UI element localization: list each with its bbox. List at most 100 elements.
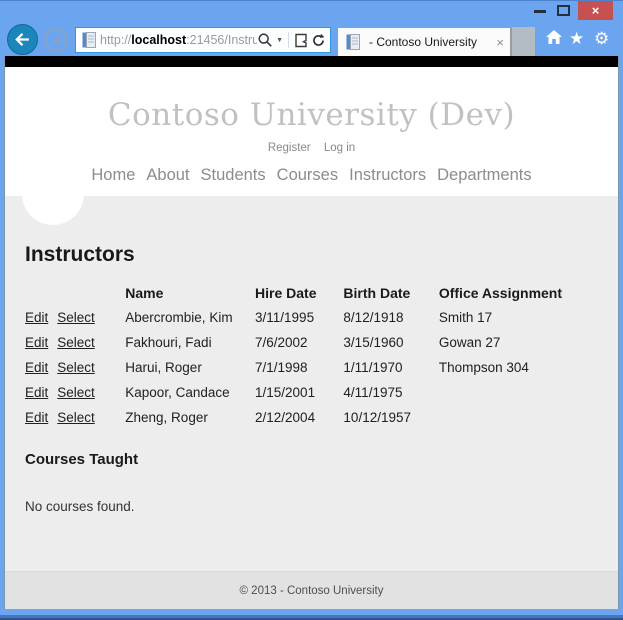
cell-office: Smith 17: [438, 310, 493, 325]
cell-birth-date: 4/11/1975: [343, 385, 403, 400]
select-link[interactable]: Select: [57, 410, 95, 425]
tab-title: - Contoso University: [369, 35, 478, 49]
minimize-button[interactable]: [534, 10, 546, 13]
no-courses-message: No courses found.: [25, 499, 135, 514]
table-row: Edit Select Harui, Roger 7/1/1998 1/11/19…: [25, 355, 598, 380]
nav-item-about[interactable]: About: [146, 166, 190, 184]
row-actions: Edit Select: [25, 330, 125, 355]
site-header: Contoso University (Dev) Register Log in…: [5, 67, 618, 196]
nav-item-instructors[interactable]: Instructors: [349, 166, 427, 184]
settings-gear-icon[interactable]: ⚙: [594, 29, 610, 48]
cell-office: [439, 380, 598, 405]
window-titlebar[interactable]: ×: [0, 1, 623, 23]
edit-link[interactable]: Edit: [25, 310, 49, 325]
page-title: Instructors: [25, 243, 135, 266]
copyright-text: © 2013 - Contoso University: [239, 584, 384, 597]
url-text[interactable]: http://localhost:21456/Instruc: [100, 33, 257, 47]
new-tab-button[interactable]: [512, 27, 535, 56]
select-link[interactable]: Select: [57, 335, 95, 350]
cell-name: Fakhouri, Fadi: [125, 335, 212, 350]
cell-name: Harui, Roger: [125, 360, 202, 375]
cell-hire-date: 3/11/1995: [255, 310, 315, 325]
nav-item-departments[interactable]: Departments: [437, 166, 532, 184]
col-hire-date: Hire Date: [255, 284, 317, 301]
instructors-table: Name Hire Date Birth Date Office Assignm…: [25, 280, 598, 430]
col-actions: [25, 280, 125, 305]
url-host: localhost: [131, 33, 187, 47]
tab-page-icon: [346, 34, 360, 50]
window-bottom-edge: [0, 618, 623, 620]
login-link[interactable]: Log in: [323, 142, 356, 154]
top-black-bar: [5, 56, 618, 67]
table-row: Edit Select Zheng, Roger 2/12/2004 10/12/…: [25, 405, 598, 430]
site-title: Contoso University (Dev): [107, 97, 516, 133]
site-footer: © 2013 - Contoso University: [5, 571, 618, 609]
address-bar-icons: ▼: [257, 32, 326, 48]
courses-taught-heading: Courses Taught: [25, 451, 139, 468]
cell-hire-date: 7/1/1998: [255, 360, 308, 375]
col-name: Name: [125, 284, 164, 301]
divider: [288, 32, 289, 48]
home-icon[interactable]: [545, 28, 563, 46]
register-link[interactable]: Register: [267, 142, 311, 154]
search-icon[interactable]: [257, 32, 273, 48]
cell-birth-date: 8/12/1918: [343, 310, 404, 325]
back-button[interactable]: [7, 24, 38, 55]
main-nav: Home About Students Courses Instructors …: [5, 166, 618, 185]
cell-hire-date: 1/15/2001: [255, 385, 316, 400]
table-row: Edit Select Kapoor, Candace 1/15/2001 4/1…: [25, 380, 598, 405]
url-scheme: http://: [100, 33, 132, 47]
forward-button[interactable]: [44, 28, 68, 52]
cell-name: Kapoor, Candace: [125, 385, 230, 400]
tab-close-icon[interactable]: ×: [496, 34, 504, 50]
col-birth-date: Birth Date: [343, 284, 411, 301]
cell-office: Gowan 27: [438, 335, 501, 350]
cell-name: Zheng, Roger: [125, 410, 208, 425]
edit-link[interactable]: Edit: [25, 410, 49, 425]
cell-office: [439, 405, 598, 430]
table-header-row: Name Hire Date Birth Date Office Assignm…: [25, 280, 598, 305]
cell-birth-date: 3/15/1960: [343, 335, 404, 350]
cell-name: Abercrombie, Kim: [125, 310, 233, 325]
nav-item-students[interactable]: Students: [200, 166, 266, 184]
favorites-star-icon[interactable]: ★: [569, 29, 585, 48]
page-viewport: Contoso University (Dev) Register Log in…: [4, 56, 619, 609]
refresh-icon[interactable]: [311, 33, 326, 48]
auth-links: Register Log in: [5, 142, 618, 154]
cell-office: Thompson 304: [438, 360, 529, 375]
cell-birth-date: 1/11/1970: [343, 360, 403, 375]
window-bottom-border: [0, 615, 623, 618]
main-content: Instructors Name Hire Date Birth Date Of…: [5, 196, 618, 571]
nav-item-home[interactable]: Home: [91, 166, 136, 184]
select-link[interactable]: Select: [57, 360, 95, 375]
address-bar[interactable]: http://localhost:21456/Instruc ▼: [75, 27, 331, 53]
edit-link[interactable]: Edit: [25, 335, 49, 350]
table-row: Edit Select Abercrombie, Kim 3/11/1995 8/…: [25, 305, 598, 330]
back-arrow-icon: [14, 31, 31, 48]
browser-chrome: http://localhost:21456/Instruc ▼: [0, 23, 623, 56]
compatibility-view-icon[interactable]: [294, 33, 308, 48]
nav-item-courses[interactable]: Courses: [276, 166, 339, 184]
row-actions: Edit Select: [25, 380, 125, 405]
page-document-icon: [82, 32, 96, 48]
select-link[interactable]: Select: [57, 385, 95, 400]
row-actions: Edit Select: [25, 405, 125, 430]
edit-link[interactable]: Edit: [25, 385, 49, 400]
row-actions: Edit Select: [25, 305, 125, 330]
cell-birth-date: 10/12/1957: [343, 410, 411, 425]
close-button[interactable]: ×: [578, 1, 613, 20]
row-actions: Edit Select: [25, 355, 125, 380]
maximize-button[interactable]: [557, 5, 570, 16]
search-dropdown-icon[interactable]: ▼: [276, 36, 283, 44]
edit-link[interactable]: Edit: [25, 360, 49, 375]
cell-hire-date: 2/12/2004: [255, 410, 316, 425]
cell-hire-date: 7/6/2002: [255, 335, 308, 350]
browser-tab[interactable]: - Contoso University ×: [337, 27, 511, 56]
table-row: Edit Select Fakhouri, Fadi 7/6/2002 3/15/…: [25, 330, 598, 355]
url-path: :21456/Instruc: [186, 33, 258, 47]
col-office-assignment: Office Assignment: [438, 284, 563, 301]
select-link[interactable]: Select: [57, 310, 95, 325]
close-icon: ×: [591, 3, 600, 18]
forward-arrow-icon: [50, 34, 63, 47]
